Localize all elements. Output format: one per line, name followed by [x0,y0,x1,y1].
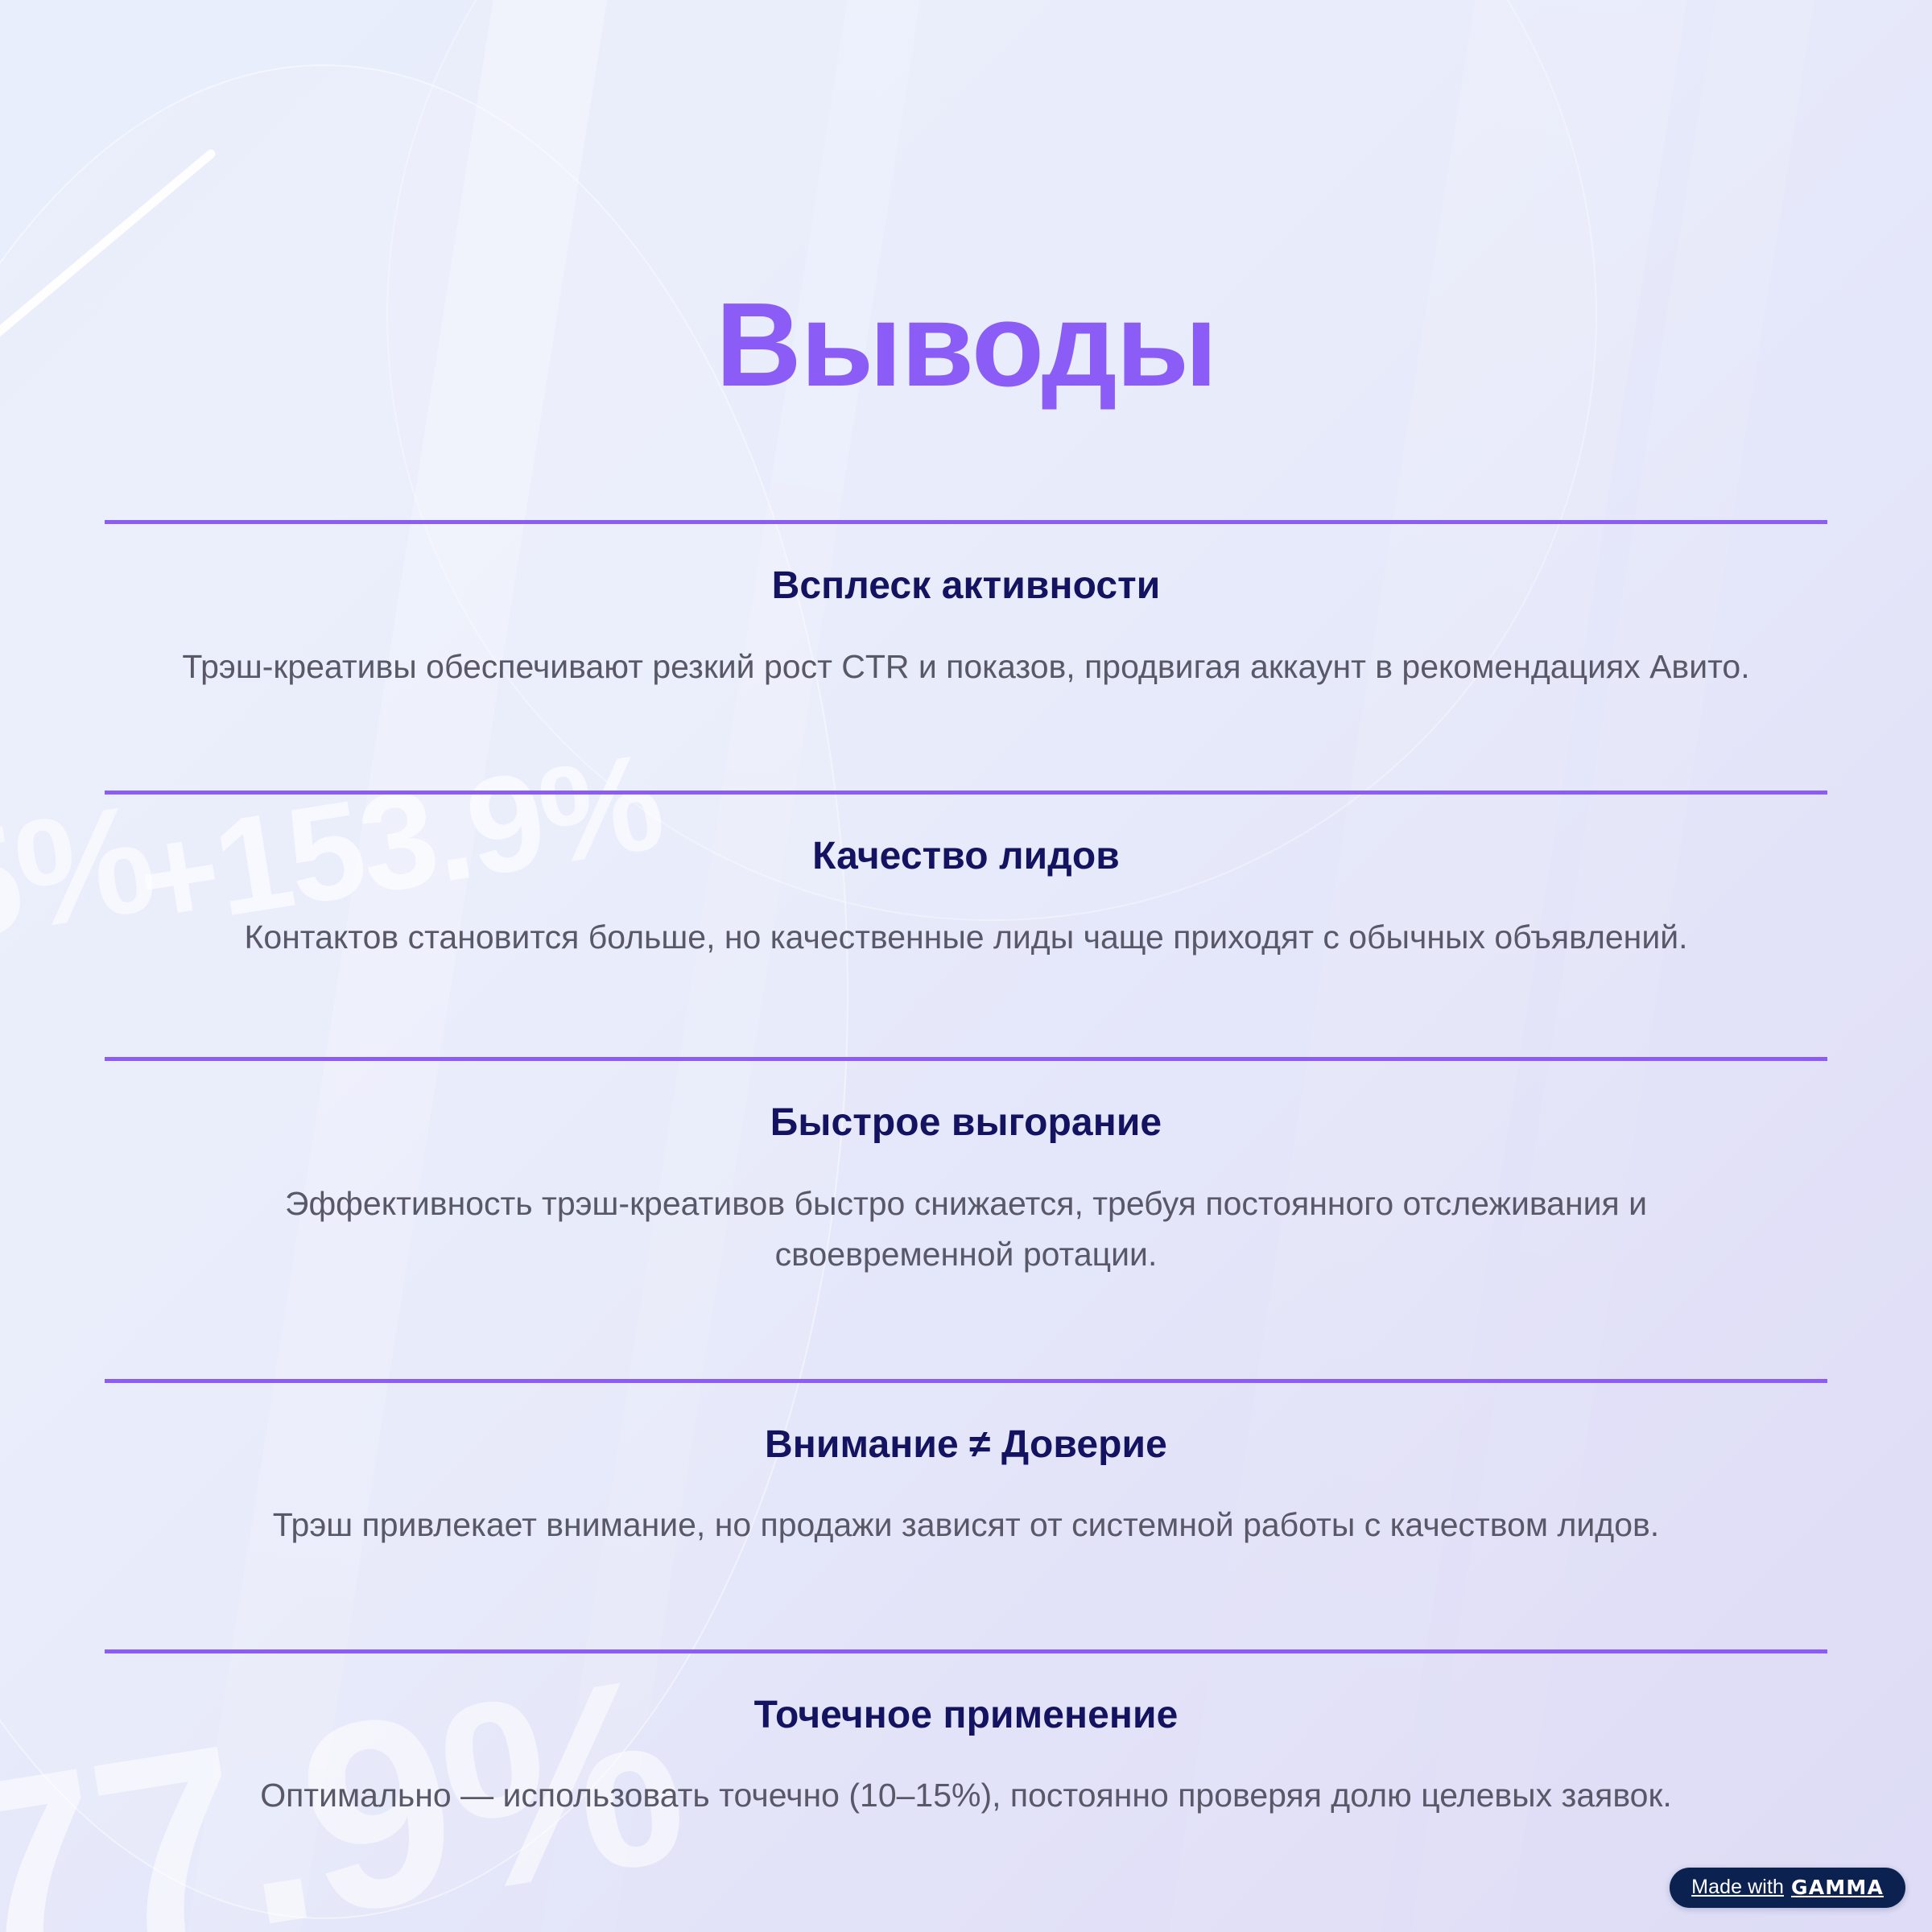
section-heading: Быстрое выгорание [770,1101,1162,1145]
section-text: Трэш-креативы обеспечивают резкий рост C… [182,647,1750,685]
list-item: Всплеск активности Трэш-креативы обеспеч… [105,520,1827,791]
section-heading: Внимание ≠ Доверие [765,1422,1167,1466]
made-with-gamma-badge[interactable]: Made with GAMMA [1670,1868,1905,1908]
section-text: Трэш привлекает внимание, но продажи зав… [272,1506,1660,1544]
section-heading: Точечное применение [753,1693,1179,1736]
list-item: Качество лидов Контактов становится боль… [105,791,1827,1057]
page-title: Выводы [715,279,1218,411]
section-divider [105,1378,1827,1383]
section-body: Внимание ≠ Доверие Трэш привлекает внима… [105,1383,1827,1649]
conclusions-list: Всплеск активности Трэш-креативы обеспеч… [105,520,1827,1822]
gamma-logo: GAMMA [1791,1876,1884,1899]
section-divider [105,791,1827,795]
section-body: Всплеск активности Трэш-креативы обеспеч… [105,524,1827,791]
list-item: Точечное применение Оптимально — использ… [105,1649,1827,1822]
section-body: Качество лидов Контактов становится боль… [105,795,1827,1057]
section-heading: Всплеск активности [771,564,1161,607]
section-text: Оптимально — использовать точечно (10–15… [260,1777,1672,1814]
section-divider [105,1649,1827,1653]
made-with-label: Made with [1691,1876,1785,1898]
section-heading: Качество лидов [812,835,1120,878]
section-divider [105,520,1827,524]
section-text: Контактов становится больше, но качестве… [244,918,1688,956]
section-body: Точечное применение Оптимально — использ… [105,1653,1827,1822]
list-item: Внимание ≠ Доверие Трэш привлекает внима… [105,1378,1827,1649]
section-body: Быстрое выгорание Эффективность трэш-кре… [105,1061,1827,1379]
list-item: Быстрое выгорание Эффективность трэш-кре… [105,1057,1827,1379]
section-divider [105,1057,1827,1062]
section-text: Эффективность трэш-креативов быстро сниж… [284,1184,1648,1274]
